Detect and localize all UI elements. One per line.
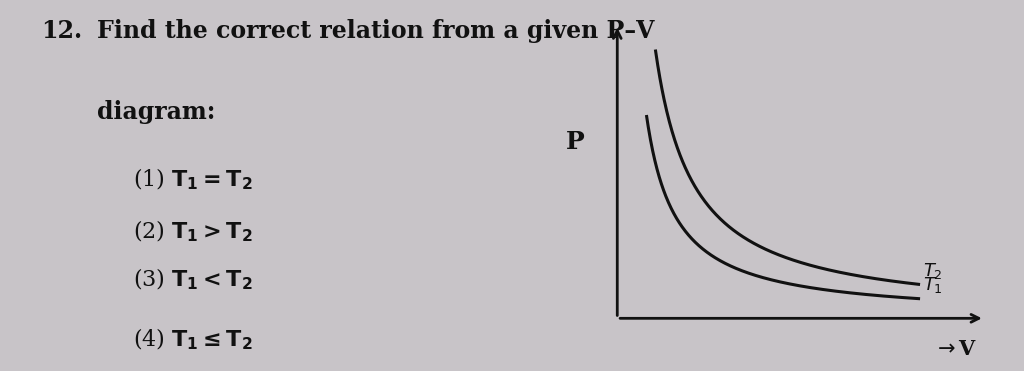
- Text: (2) $\mathbf{T_1 > T_2}$: (2) $\mathbf{T_1 > T_2}$: [133, 219, 253, 244]
- Text: Find the correct relation from a given P–V: Find the correct relation from a given P…: [97, 19, 654, 43]
- Text: P: P: [565, 130, 585, 154]
- Text: $T_1$: $T_1$: [924, 275, 943, 295]
- Text: (4) $\mathbf{T_1 \leq T_2}$: (4) $\mathbf{T_1 \leq T_2}$: [133, 326, 253, 352]
- Text: (3) $\mathbf{T_1 < T_2}$: (3) $\mathbf{T_1 < T_2}$: [133, 267, 253, 292]
- Text: $\rightarrow$V: $\rightarrow$V: [933, 339, 977, 359]
- Text: $T_2$: $T_2$: [924, 261, 943, 281]
- Text: diagram:: diagram:: [97, 100, 216, 124]
- Text: 12.: 12.: [41, 19, 82, 43]
- Text: (1) $\mathbf{T_1 = T_2}$: (1) $\mathbf{T_1 = T_2}$: [133, 167, 253, 192]
